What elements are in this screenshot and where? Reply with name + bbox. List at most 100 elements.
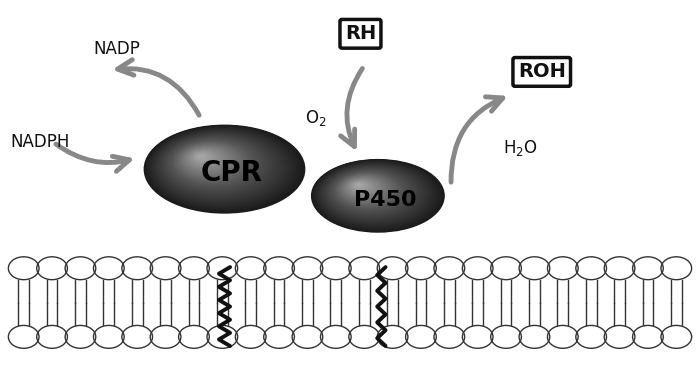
Ellipse shape xyxy=(185,147,230,172)
Ellipse shape xyxy=(151,129,293,206)
Text: O$_2$: O$_2$ xyxy=(304,108,326,127)
Ellipse shape xyxy=(191,151,218,166)
Ellipse shape xyxy=(183,146,234,174)
Ellipse shape xyxy=(146,126,301,211)
Ellipse shape xyxy=(197,154,206,159)
Ellipse shape xyxy=(168,138,261,189)
Ellipse shape xyxy=(194,152,213,162)
Ellipse shape xyxy=(314,161,440,230)
Ellipse shape xyxy=(350,181,372,193)
Ellipse shape xyxy=(188,149,225,169)
Ellipse shape xyxy=(332,171,405,211)
Ellipse shape xyxy=(169,139,260,188)
Ellipse shape xyxy=(153,130,289,204)
Ellipse shape xyxy=(357,185,360,186)
Ellipse shape xyxy=(174,141,251,184)
Text: P450: P450 xyxy=(354,190,416,210)
Ellipse shape xyxy=(344,177,384,199)
Ellipse shape xyxy=(316,162,437,228)
Ellipse shape xyxy=(196,154,209,161)
Ellipse shape xyxy=(161,134,274,196)
Text: H$_2$O: H$_2$O xyxy=(503,138,538,158)
Ellipse shape xyxy=(334,172,402,209)
Ellipse shape xyxy=(178,144,242,179)
Ellipse shape xyxy=(164,136,268,193)
Ellipse shape xyxy=(355,183,364,188)
Ellipse shape xyxy=(177,143,244,180)
Ellipse shape xyxy=(154,131,287,204)
Ellipse shape xyxy=(148,127,298,209)
Ellipse shape xyxy=(312,160,442,231)
Ellipse shape xyxy=(199,156,202,157)
Ellipse shape xyxy=(326,168,417,217)
Ellipse shape xyxy=(324,166,421,220)
Ellipse shape xyxy=(163,136,270,194)
Ellipse shape xyxy=(316,162,435,227)
Ellipse shape xyxy=(149,128,296,208)
Ellipse shape xyxy=(354,183,365,189)
Text: CPR: CPR xyxy=(200,159,262,187)
Ellipse shape xyxy=(328,169,414,215)
Ellipse shape xyxy=(188,149,223,168)
Ellipse shape xyxy=(351,181,371,192)
Ellipse shape xyxy=(197,154,207,160)
Ellipse shape xyxy=(343,177,385,200)
Ellipse shape xyxy=(152,129,290,205)
Ellipse shape xyxy=(189,150,221,167)
Ellipse shape xyxy=(317,162,434,227)
Ellipse shape xyxy=(192,151,216,164)
Ellipse shape xyxy=(338,174,395,205)
Ellipse shape xyxy=(150,128,294,207)
Ellipse shape xyxy=(331,170,408,212)
Ellipse shape xyxy=(329,169,412,215)
Ellipse shape xyxy=(144,125,304,213)
Text: ROH: ROH xyxy=(518,63,566,81)
Ellipse shape xyxy=(166,137,265,191)
Ellipse shape xyxy=(318,163,433,226)
Ellipse shape xyxy=(176,143,246,180)
Ellipse shape xyxy=(337,174,397,206)
Ellipse shape xyxy=(333,171,404,210)
Ellipse shape xyxy=(169,139,258,187)
Ellipse shape xyxy=(158,133,279,199)
Ellipse shape xyxy=(349,180,374,194)
Ellipse shape xyxy=(320,164,428,223)
Ellipse shape xyxy=(195,153,211,162)
Ellipse shape xyxy=(147,127,300,210)
Ellipse shape xyxy=(319,164,430,224)
Ellipse shape xyxy=(157,132,282,200)
Ellipse shape xyxy=(340,175,391,203)
Ellipse shape xyxy=(182,146,235,175)
Ellipse shape xyxy=(174,142,249,182)
Ellipse shape xyxy=(340,175,393,204)
Ellipse shape xyxy=(315,161,438,229)
Ellipse shape xyxy=(330,170,410,213)
Text: NADPH: NADPH xyxy=(10,134,69,151)
Ellipse shape xyxy=(160,134,277,198)
Ellipse shape xyxy=(354,182,367,190)
Ellipse shape xyxy=(180,145,239,177)
Ellipse shape xyxy=(342,177,386,201)
Ellipse shape xyxy=(345,178,382,198)
Ellipse shape xyxy=(337,173,398,207)
Ellipse shape xyxy=(181,145,237,176)
Ellipse shape xyxy=(325,167,420,219)
Ellipse shape xyxy=(175,142,247,182)
Ellipse shape xyxy=(158,132,281,200)
Ellipse shape xyxy=(171,140,256,186)
Ellipse shape xyxy=(155,131,286,202)
Ellipse shape xyxy=(323,166,424,221)
Ellipse shape xyxy=(352,182,370,191)
Ellipse shape xyxy=(146,126,303,212)
Ellipse shape xyxy=(321,165,427,223)
Ellipse shape xyxy=(179,144,240,178)
Text: NADP: NADP xyxy=(93,40,140,58)
Ellipse shape xyxy=(346,179,379,197)
Ellipse shape xyxy=(342,176,388,202)
Ellipse shape xyxy=(335,173,400,208)
Ellipse shape xyxy=(167,137,263,190)
Ellipse shape xyxy=(186,148,227,170)
Ellipse shape xyxy=(356,184,361,187)
Ellipse shape xyxy=(322,165,426,222)
Ellipse shape xyxy=(165,137,267,192)
